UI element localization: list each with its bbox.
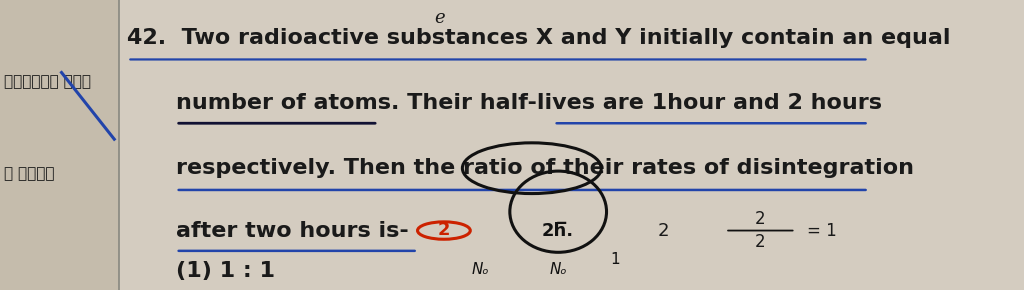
- Text: number of atoms. Their half-lives are 1hour and 2 hours: number of atoms. Their half-lives are 1h…: [176, 93, 882, 113]
- Text: respectively. Then the ratio of their rates of disintegration: respectively. Then the ratio of their ra…: [176, 158, 913, 178]
- Text: द इनको: द इनको: [4, 166, 55, 182]
- Text: Nₒ: Nₒ: [549, 262, 567, 277]
- Text: after two hours is-: after two hours is-: [176, 221, 409, 240]
- Text: 42.  Two radioactive substances X and Y initially contain an equal: 42. Two radioactive substances X and Y i…: [127, 28, 951, 48]
- Text: 2h̅.: 2h̅.: [542, 222, 574, 240]
- Text: 2: 2: [657, 222, 670, 240]
- Text: (1) 1 : 1: (1) 1 : 1: [176, 261, 274, 281]
- Text: = 1: = 1: [807, 222, 837, 240]
- Text: 2: 2: [437, 221, 451, 239]
- Text: 1: 1: [610, 252, 621, 267]
- Text: 2: 2: [755, 210, 766, 228]
- Text: e: e: [434, 9, 444, 27]
- Text: 2: 2: [755, 233, 766, 251]
- Text: Nₒ: Nₒ: [472, 262, 489, 277]
- Text: प्रमान है।: प्रमान है।: [4, 74, 91, 89]
- Bar: [0, 0, 119, 290]
